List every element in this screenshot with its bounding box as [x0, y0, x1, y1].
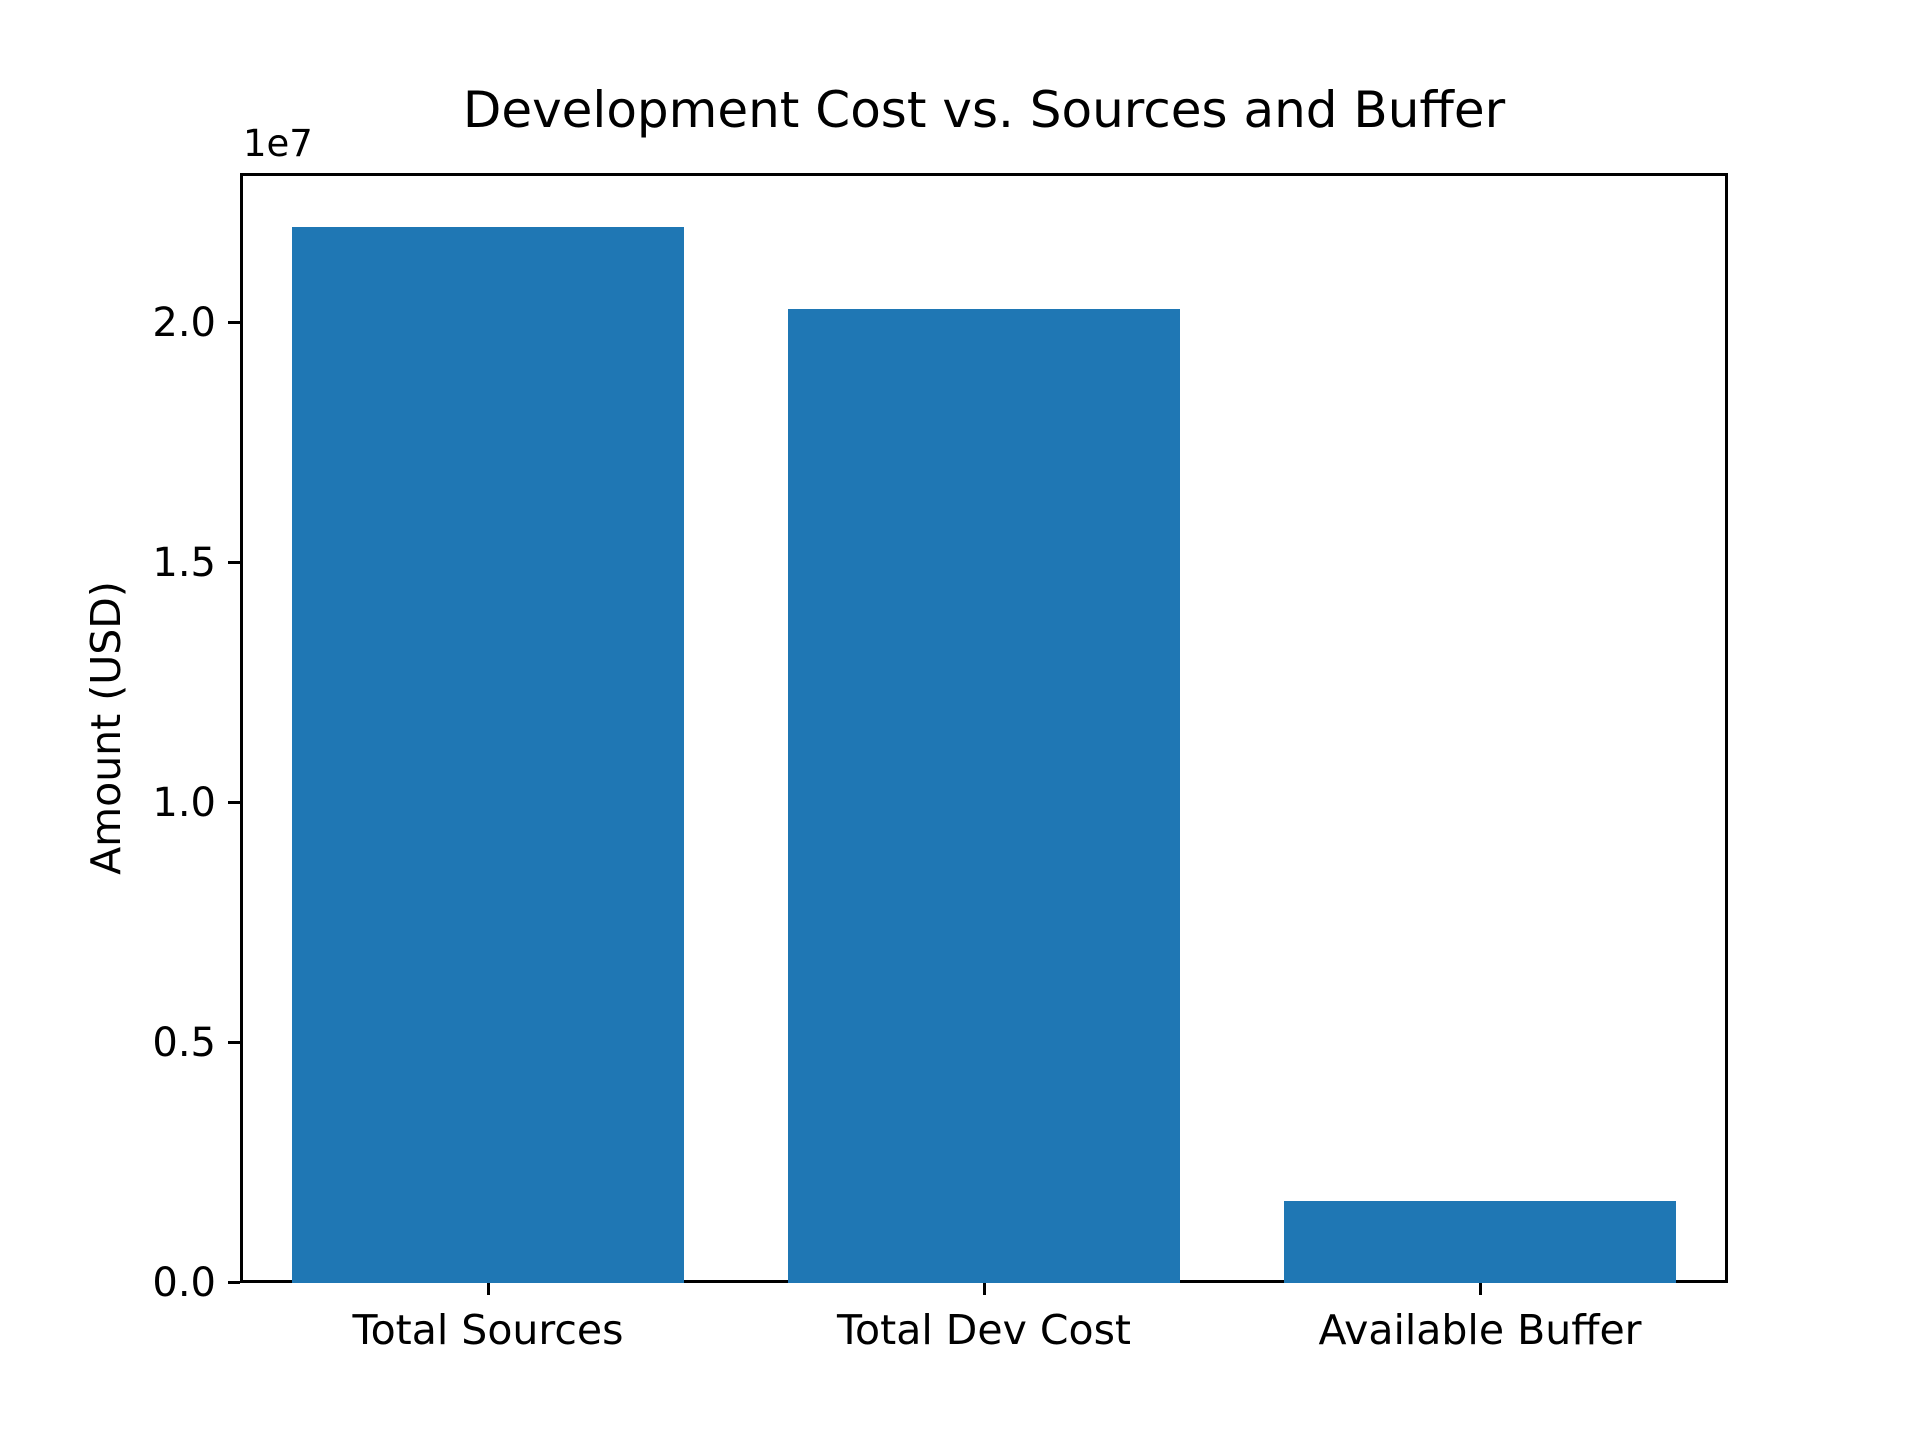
x-tick-mark [487, 1283, 490, 1295]
x-tick-label-total-sources: Total Sources [352, 1306, 624, 1354]
right-spine [1725, 173, 1728, 1283]
x-tick-label-total-dev-cost: Total Dev Cost [836, 1306, 1132, 1354]
chart-title: Development Cost vs. Sources and Buffer [462, 81, 1506, 139]
y-tick-label: 0.0 [152, 1260, 216, 1306]
bar-available-buffer [1284, 1201, 1676, 1283]
y-tick-label: 1.5 [152, 540, 216, 586]
x-tick-mark [983, 1283, 986, 1295]
y-tick-label: 1.0 [152, 780, 216, 826]
y-tick-mark [228, 1281, 240, 1284]
y-tick-mark [228, 561, 240, 564]
y-tick-mark [228, 1041, 240, 1044]
y-axis-label: Amount (USD) [82, 581, 130, 875]
top-spine [240, 173, 1728, 176]
x-tick-mark [1479, 1283, 1482, 1295]
x-tick-label-available-buffer: Available Buffer [1318, 1306, 1642, 1354]
bar-total-dev-cost [788, 309, 1180, 1283]
y-tick-mark [228, 321, 240, 324]
plot-area [240, 173, 1728, 1283]
y-tick-mark [228, 801, 240, 804]
y-tick-label: 2.0 [152, 300, 216, 346]
bar-total-sources [292, 227, 684, 1283]
left-spine [240, 173, 243, 1283]
y-axis-offset-label: 1e7 [243, 122, 313, 165]
y-tick-label: 0.5 [152, 1020, 216, 1066]
